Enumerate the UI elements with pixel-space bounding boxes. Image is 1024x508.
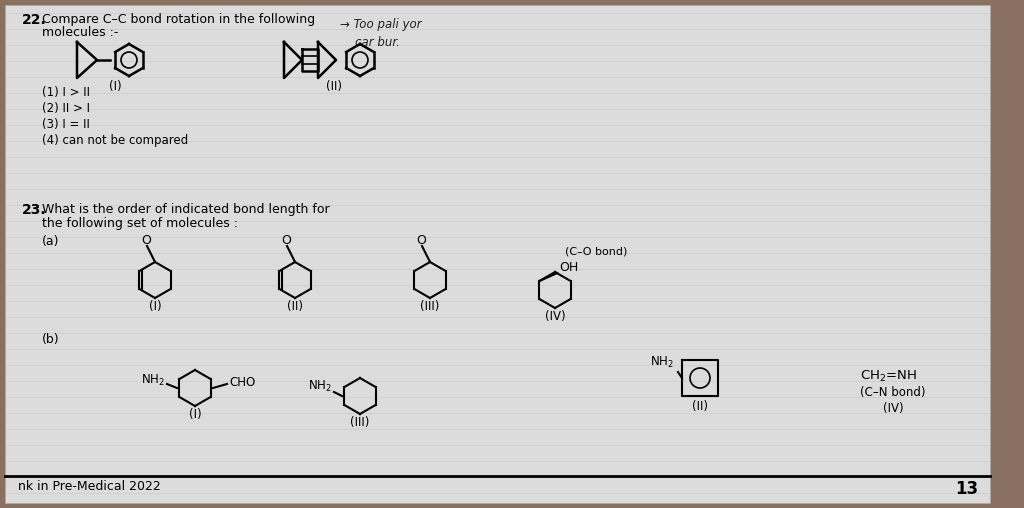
Text: OH: OH <box>559 261 579 274</box>
Text: (II): (II) <box>326 80 342 93</box>
Text: (IV): (IV) <box>545 310 565 323</box>
Text: (b): (b) <box>42 333 59 346</box>
Text: (IV): (IV) <box>883 402 903 415</box>
Text: (II): (II) <box>287 300 303 313</box>
Text: (I): (I) <box>188 408 202 421</box>
Text: (2) II > I: (2) II > I <box>42 102 90 115</box>
Text: molecules :-: molecules :- <box>42 26 119 39</box>
Text: CH$_2$=NH: CH$_2$=NH <box>860 369 916 384</box>
Text: nk in Pre-Medical 2022: nk in Pre-Medical 2022 <box>18 480 161 493</box>
Text: 23.: 23. <box>22 203 47 217</box>
Text: (4) can not be compared: (4) can not be compared <box>42 134 188 147</box>
Text: 13: 13 <box>954 480 978 498</box>
Text: CHO: CHO <box>229 376 255 389</box>
Text: (1) I > II: (1) I > II <box>42 86 90 99</box>
Text: → Too pali yor: → Too pali yor <box>340 18 422 31</box>
FancyBboxPatch shape <box>5 5 990 503</box>
Text: (III): (III) <box>350 416 370 429</box>
Text: (C–N bond): (C–N bond) <box>860 386 926 399</box>
Text: O: O <box>281 234 291 247</box>
Text: NH$_2$: NH$_2$ <box>650 355 674 370</box>
Text: (3) I = II: (3) I = II <box>42 118 90 131</box>
Text: O: O <box>141 234 151 247</box>
Text: (a): (a) <box>42 235 59 248</box>
Text: 22.: 22. <box>22 13 47 27</box>
Text: NH$_2$: NH$_2$ <box>308 379 332 394</box>
Text: car bur.: car bur. <box>355 36 400 49</box>
Text: (I): (I) <box>109 80 121 93</box>
Text: (III): (III) <box>420 300 439 313</box>
Text: (I): (I) <box>148 300 162 313</box>
Text: NH$_2$: NH$_2$ <box>141 373 165 388</box>
Text: (II): (II) <box>692 400 708 413</box>
Text: (C–O bond): (C–O bond) <box>565 247 628 257</box>
Text: What is the order of indicated bond length for: What is the order of indicated bond leng… <box>42 203 330 216</box>
Text: O: O <box>416 234 426 247</box>
Text: the following set of molecules :: the following set of molecules : <box>42 217 238 230</box>
Text: Compare C–C bond rotation in the following: Compare C–C bond rotation in the followi… <box>42 13 315 26</box>
